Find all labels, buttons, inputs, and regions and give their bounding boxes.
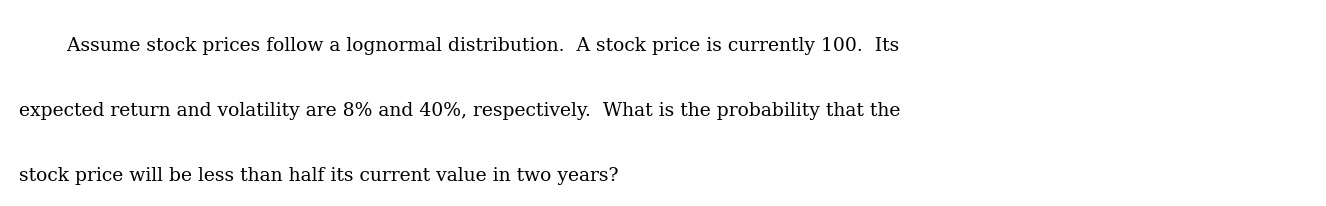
Text: EXERCISE 1: EXERCISE 1 — [37, 0, 167, 1]
Text: Assume stock prices follow a lognormal distribution.  A stock price is currently: Assume stock prices follow a lognormal d… — [19, 37, 899, 55]
Text: expected return and volatility are 8% and 40%, respectively.  What is the probab: expected return and volatility are 8% an… — [19, 102, 900, 120]
Text: stock price will be less than half its current value in two years?: stock price will be less than half its c… — [19, 167, 618, 185]
